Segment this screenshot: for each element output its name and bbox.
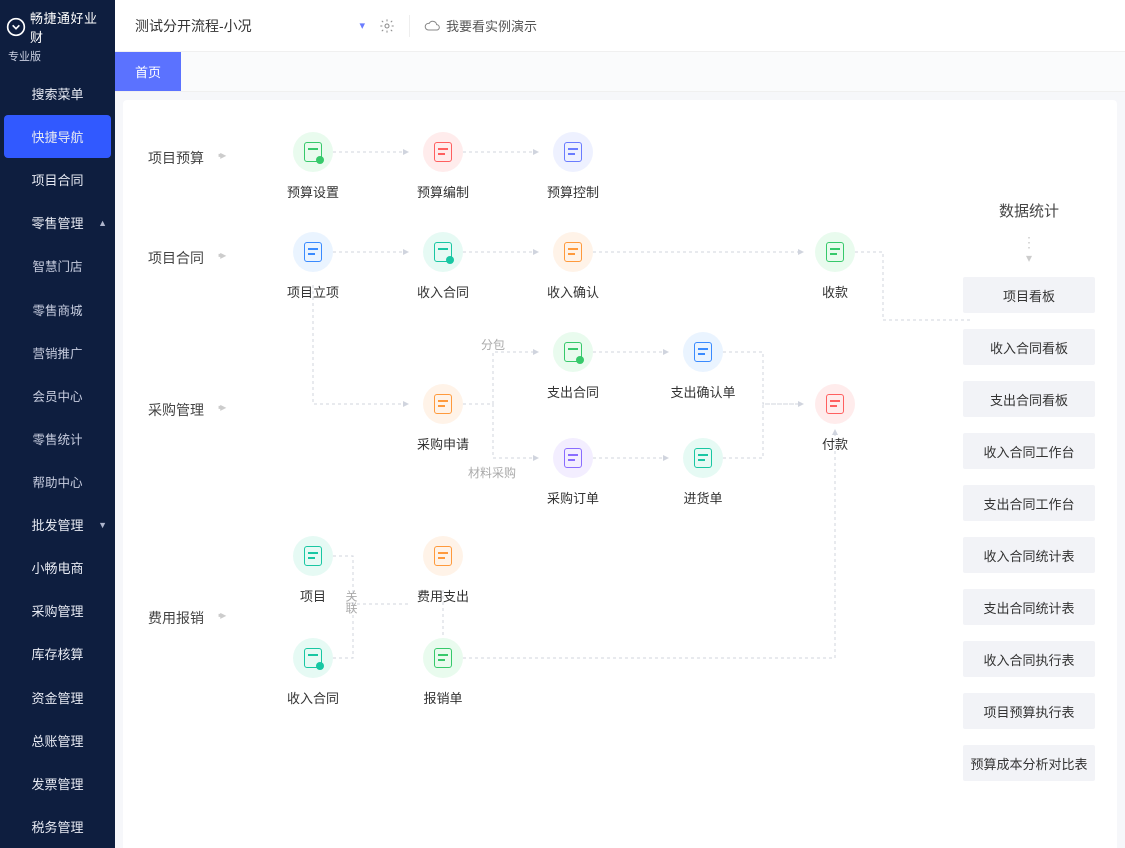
tab-home[interactable]: 首页 — [115, 52, 181, 91]
sidebar-item-purchase[interactable]: 采购管理 — [0, 589, 115, 632]
edge-label-material: 材料采购 — [468, 464, 516, 481]
dots-icon: ⋮ — [1022, 239, 1036, 245]
section-arrow-icon: ▪▸ — [218, 608, 224, 622]
node-receive[interactable]: 收款 — [795, 232, 875, 301]
stat-btn[interactable]: 收入合同执行表 — [963, 641, 1095, 677]
stats-panel: 数据统计 ⋮ ▾ 项目看板 收入合同看板 支出合同看板 收入合同工作台 支出合同… — [959, 200, 1099, 797]
sidebar-item-tax[interactable]: 税务管理 — [0, 805, 115, 848]
node-purchase-req[interactable]: 采购申请 — [403, 384, 483, 453]
stat-btn[interactable]: 项目看板 — [963, 277, 1095, 313]
node-expense-out[interactable]: 费用支出 — [403, 536, 483, 605]
sidebar-item-quicknav[interactable]: 快捷导航 — [4, 115, 111, 158]
edge-label-subcontract: 分包 — [481, 336, 505, 353]
section-title-budget: 项目预算 — [148, 148, 204, 168]
stat-btn[interactable]: 支出合同工作台 — [963, 485, 1095, 521]
brand: 畅捷通好业财 — [0, 0, 115, 48]
stat-btn[interactable]: 项目预算执行表 — [963, 693, 1095, 729]
node-proj-setup[interactable]: 项目立项 — [273, 232, 353, 301]
divider — [409, 15, 410, 37]
stats-title: 数据统计 — [999, 200, 1059, 221]
chevron-down-icon: ▾ — [1026, 251, 1032, 265]
section-arrow-icon: ▪▸ — [218, 248, 224, 262]
tabstrip: 首页 — [115, 52, 1125, 92]
stat-btn[interactable]: 收入合同看板 — [963, 329, 1095, 365]
sidebar-sub-marketing[interactable]: 营销推广 — [0, 331, 115, 374]
section-title-purchase: 采购管理 — [148, 400, 204, 420]
stat-btn[interactable]: 收入合同统计表 — [963, 537, 1095, 573]
node-stock-in[interactable]: 进货单 — [663, 438, 743, 507]
main: 测试分开流程-小况 ▾ 我要看实例演示 首页 — [115, 0, 1125, 848]
sidebar-sub-member[interactable]: 会员中心 — [0, 374, 115, 417]
demo-link[interactable]: 我要看实例演示 — [424, 16, 537, 35]
node-income-confirm[interactable]: 收入确认 — [533, 232, 613, 301]
cloud-icon — [424, 18, 440, 34]
stat-btn[interactable]: 预算成本分析对比表 — [963, 745, 1095, 781]
stat-btn[interactable]: 支出合同看板 — [963, 381, 1095, 417]
stat-btn[interactable]: 支出合同统计表 — [963, 589, 1095, 625]
sidebar-item-retail[interactable]: 零售管理 — [0, 201, 115, 244]
node-budget-ctrl[interactable]: 预算控制 — [533, 132, 613, 201]
node-purchase-order[interactable]: 采购订单 — [533, 438, 613, 507]
section-arrow-icon: ▪▸ — [218, 148, 224, 162]
stat-btn[interactable]: 收入合同工作台 — [963, 433, 1095, 469]
section-title-expense: 费用报销 — [148, 608, 204, 628]
node-income-contract[interactable]: 收入合同 — [403, 232, 483, 301]
brand-logo-icon — [6, 17, 26, 37]
sidebar-item-project-contract[interactable]: 项目合同 — [0, 158, 115, 201]
sidebar-sub-help[interactable]: 帮助中心 — [0, 460, 115, 503]
gear-icon[interactable] — [379, 18, 395, 34]
sidebar-item-finance[interactable]: 资金管理 — [0, 676, 115, 719]
node-reimburse[interactable]: 报销单 — [403, 638, 483, 707]
flow-canvas: 项目预算 ▪▸ 项目合同 ▪▸ 采购管理 ▪▸ 费用报销 ▪▸ 预算设置 预算编… — [123, 100, 1117, 848]
node-budget-setup[interactable]: 预算设置 — [273, 132, 353, 201]
node-pay[interactable]: 付款 — [795, 384, 875, 453]
sidebar-item-invoice[interactable]: 发票管理 — [0, 762, 115, 805]
org-name: 测试分开流程-小况 — [135, 16, 252, 36]
canvas-scroll[interactable]: 项目预算 ▪▸ 项目合同 ▪▸ 采购管理 ▪▸ 费用报销 ▪▸ 预算设置 预算编… — [115, 92, 1125, 848]
sidebar-sub-retailstats[interactable]: 零售统计 — [0, 417, 115, 460]
sidebar-item-ledger[interactable]: 总账管理 — [0, 719, 115, 762]
org-selector[interactable]: 测试分开流程-小况 ▾ — [135, 16, 365, 36]
node-exp-contract[interactable]: 支出合同 — [533, 332, 613, 401]
demo-link-label: 我要看实例演示 — [446, 16, 537, 35]
sidebar-sub-smartstore[interactable]: 智慧门店 — [0, 244, 115, 287]
sidebar: 畅捷通好业财 专业版 搜索菜单 快捷导航 项目合同 零售管理 智慧门店 零售商城… — [0, 0, 115, 848]
brand-name: 畅捷通好业财 — [30, 8, 109, 46]
topbar: 测试分开流程-小况 ▾ 我要看实例演示 — [115, 0, 1125, 52]
sidebar-item-wholesale[interactable]: 批发管理 — [0, 503, 115, 546]
sidebar-item-ecommerce[interactable]: 小畅电商 — [0, 546, 115, 589]
chevron-down-icon: ▾ — [359, 19, 365, 32]
node-exp-confirm[interactable]: 支出确认单 — [663, 332, 743, 401]
section-arrow-icon: ▪▸ — [218, 400, 224, 414]
sidebar-item-inventory[interactable]: 库存核算 — [0, 632, 115, 675]
node-project[interactable]: 项目 — [273, 536, 353, 605]
sidebar-sub-mall[interactable]: 零售商城 — [0, 288, 115, 331]
node-budget-make[interactable]: 预算编制 — [403, 132, 483, 201]
sidebar-search[interactable]: 搜索菜单 — [0, 72, 115, 115]
section-title-contract: 项目合同 — [148, 248, 204, 268]
node-income-contract2[interactable]: 收入合同 — [273, 638, 353, 707]
brand-edition: 专业版 — [0, 48, 115, 72]
